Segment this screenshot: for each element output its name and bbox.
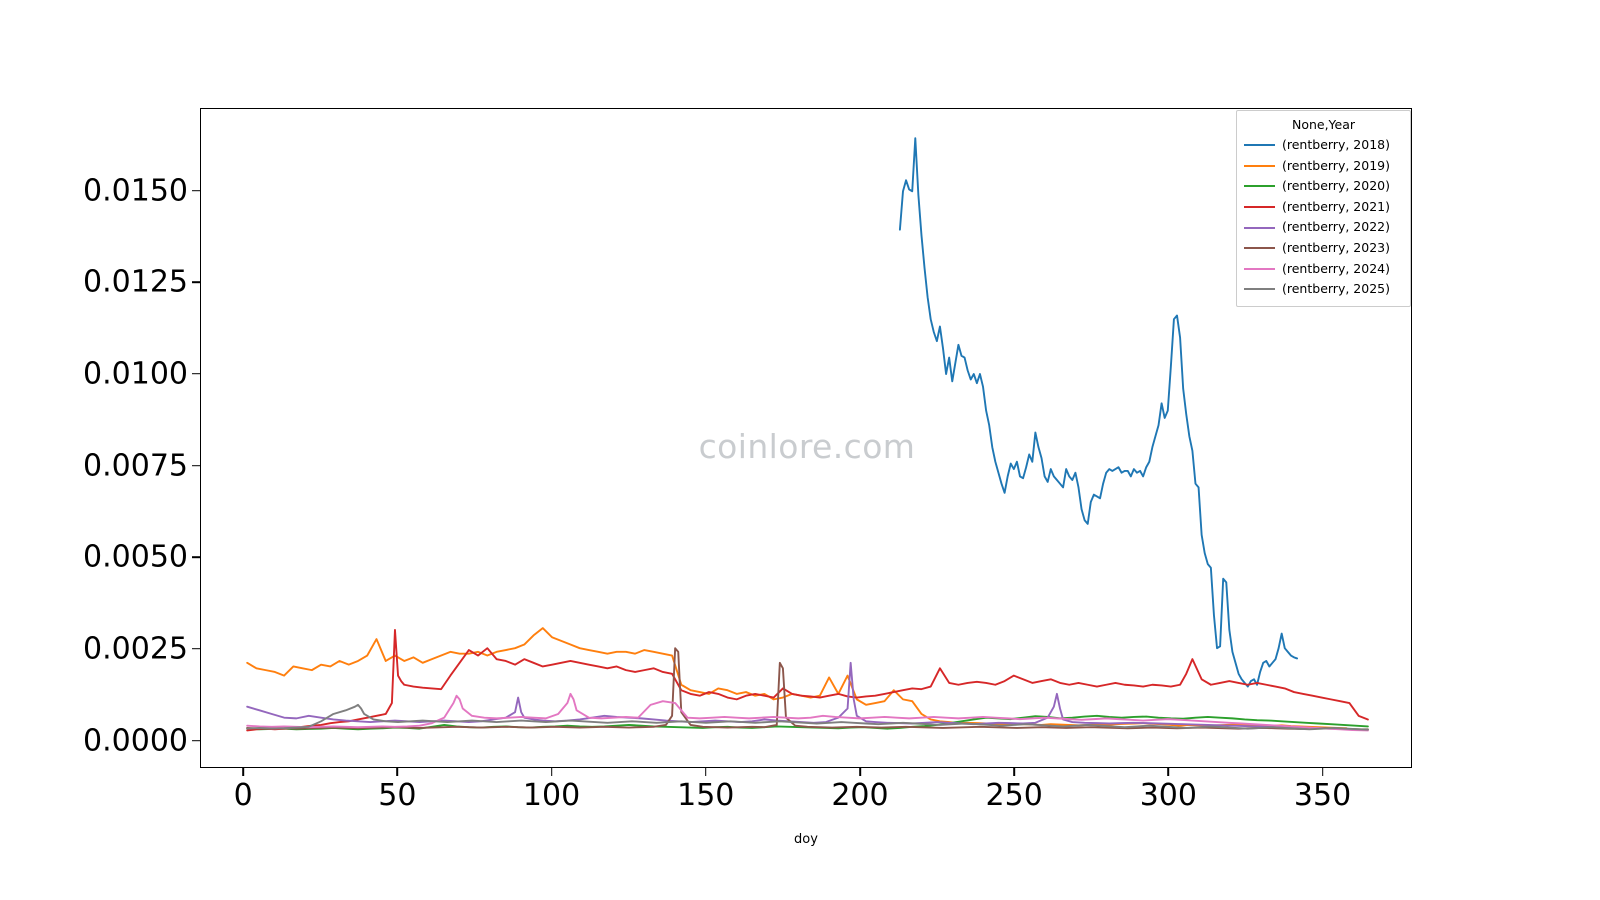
legend-item[interactable]: (rentberry, 2025): [1244, 279, 1403, 300]
legend-color-swatch: [1244, 267, 1275, 270]
legend-item-label: (rentberry, 2022): [1282, 219, 1390, 235]
x-tick-label: 300: [1139, 778, 1197, 813]
legend-item[interactable]: (rentberry, 2023): [1244, 238, 1403, 259]
x-tick-mark: [550, 768, 553, 776]
x-tick-mark: [1321, 768, 1324, 776]
x-tick-label: 150: [677, 778, 735, 813]
legend-item[interactable]: (rentberry, 2020): [1244, 176, 1403, 197]
legend-item-label: (rentberry, 2020): [1282, 178, 1390, 194]
series-line: [900, 138, 1297, 686]
x-tick-mark: [704, 768, 707, 776]
y-tick-label: 0.0075: [83, 448, 188, 483]
x-tick-mark: [1167, 768, 1170, 776]
x-tick-mark: [1013, 768, 1015, 776]
x-tick-label: 200: [831, 778, 889, 813]
y-tick-label: 0.0100: [83, 356, 188, 392]
y-tick-mark: [192, 464, 200, 467]
y-tick-label: 0.0150: [83, 173, 188, 208]
legend-item-label: (rentberry, 2024): [1282, 260, 1390, 276]
x-tick-mark: [242, 768, 244, 776]
y-tick-mark: [192, 648, 200, 650]
y-tick-mark: [192, 189, 200, 192]
plot-area: coinlore.com: [200, 108, 1412, 768]
legend-color-swatch: [1244, 288, 1275, 291]
series-line: [247, 630, 1368, 731]
legend-item-label: (rentberry, 2019): [1282, 157, 1390, 173]
legend-color-swatch: [1244, 247, 1275, 250]
y-tick-mark: [192, 739, 200, 742]
x-axis-label: doy: [794, 832, 818, 847]
legend-color-swatch: [1244, 185, 1275, 188]
x-tick-label: 50: [378, 778, 417, 813]
legend-item[interactable]: (rentberry, 2024): [1244, 259, 1403, 280]
legend-item-label: (rentberry, 2021): [1282, 198, 1390, 214]
x-tick-label: 350: [1293, 778, 1352, 813]
legend-item-label: (rentberry, 2025): [1282, 281, 1390, 297]
y-tick-mark: [192, 281, 200, 283]
legend-color-swatch: [1244, 226, 1275, 229]
legend-item[interactable]: (rentberry, 2018): [1244, 135, 1403, 156]
series-line: [247, 648, 1368, 729]
legend-color-swatch: [1244, 206, 1275, 209]
y-tick-label: 0.0125: [83, 264, 188, 300]
x-tick-label: 100: [522, 778, 581, 813]
y-tick-label: 0.0025: [83, 631, 188, 667]
legend-color-swatch: [1244, 164, 1275, 167]
x-tick-mark: [396, 768, 399, 776]
legend-item-label: (rentberry, 2018): [1282, 137, 1390, 153]
legend[interactable]: None,Year (rentberry, 2018) (rentberry, 2…: [1236, 110, 1411, 307]
y-tick-mark: [192, 556, 200, 558]
x-tick-mark: [859, 768, 861, 776]
legend-color-swatch: [1244, 144, 1275, 147]
series-line: [247, 694, 1368, 731]
series-canvas: [201, 109, 1411, 767]
y-tick-mark: [192, 373, 200, 375]
legend-item-label: (rentberry, 2023): [1282, 240, 1390, 256]
series-line: [247, 705, 1368, 730]
legend-item[interactable]: (rentberry, 2019): [1244, 156, 1403, 177]
series-line: [247, 628, 1346, 728]
legend-item[interactable]: (rentberry, 2022): [1244, 217, 1403, 238]
legend-title: None,Year: [1291, 117, 1356, 132]
y-tick-label: 0.0050: [83, 539, 188, 575]
y-tick-label: 0.0000: [83, 723, 188, 758]
x-tick-label: 0: [233, 778, 253, 813]
legend-item[interactable]: (rentberry, 2021): [1244, 197, 1403, 218]
x-tick-label: 250: [985, 778, 1043, 813]
legend-entries: (rentberry, 2018) (rentberry, 2019) (rentb…: [1244, 135, 1403, 300]
